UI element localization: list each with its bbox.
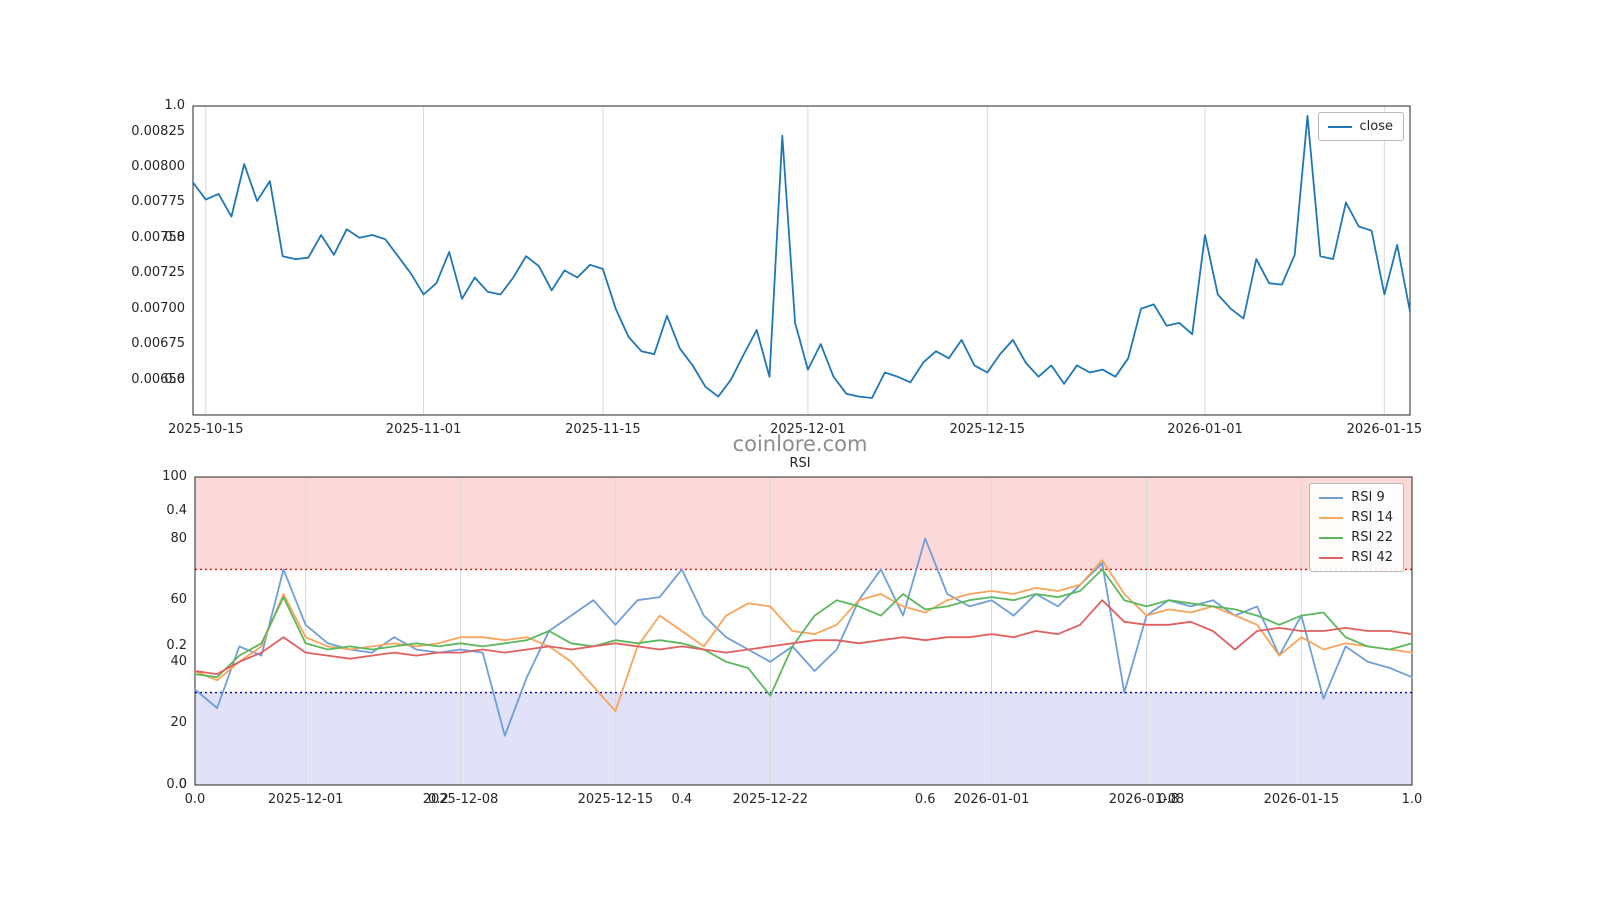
x-tick-label: 2025-11-01	[385, 422, 462, 437]
legend-entry: RSI 42	[1319, 550, 1393, 565]
x-tick-label: 2025-12-15	[577, 792, 654, 807]
overlay-x-tick-label: 0.8	[1158, 792, 1179, 807]
rsi-9-line	[194, 537, 1413, 737]
y-tick-label: 0.00725	[131, 265, 185, 281]
axes-frame	[192, 105, 1411, 416]
y-tick-label: 0.00700	[131, 300, 185, 316]
overlay-x-tick-label: 1.0	[1401, 792, 1423, 807]
x-tick-label: 2025-12-22	[732, 792, 809, 807]
rsi-subplot-title: RSI	[789, 456, 811, 471]
y-tick-label: 0.00775	[131, 194, 185, 210]
x-tick-label: 2025-12-01	[770, 422, 846, 437]
x-tick-label: 2026-01-08	[1108, 792, 1185, 807]
legend-entry: close	[1327, 119, 1393, 134]
x-tick-label: 2025-12-01	[267, 792, 344, 807]
x-tick-label: 2025-12-08	[422, 792, 499, 807]
legend-line-sample	[1327, 125, 1352, 128]
legend-line-sample	[1319, 536, 1344, 539]
overlay-y-tick-label: 0.6	[164, 371, 185, 387]
overlay-x-tick-label: 0.4	[671, 792, 693, 807]
y-tick-label: 60	[170, 592, 187, 608]
legend-line-sample	[1319, 516, 1344, 519]
x-tick-label: 2026-01-15	[1346, 422, 1423, 437]
y-tick-label: 0.00825	[131, 123, 185, 139]
legend-label: RSI 9	[1351, 490, 1385, 505]
y-tick-label: 100	[162, 469, 187, 484]
legend-label: close	[1359, 119, 1393, 134]
overbought-band	[195, 477, 1412, 570]
overlay-y-tick-label: 0.2	[166, 638, 187, 654]
legend-label: RSI 14	[1351, 510, 1393, 525]
y-tick-label: 0.00800	[131, 158, 185, 174]
legend-line-sample	[1319, 556, 1344, 559]
watermark: coinlore.com	[732, 432, 868, 456]
legend-entry: RSI 22	[1319, 530, 1393, 545]
axes-frame	[194, 476, 1413, 786]
x-tick-label: 2025-10-15	[168, 422, 244, 437]
overlay-x-tick-label: 0.6	[914, 792, 936, 807]
overlay-y-tick-label: 0.4	[166, 502, 187, 518]
y-tick-label: 20	[170, 715, 187, 731]
y-tick-label: 80	[170, 530, 187, 546]
y-tick-label: 0.00675	[131, 336, 185, 352]
legend-label: RSI 22	[1351, 530, 1393, 545]
x-tick-label: 2026-01-01	[953, 792, 1030, 807]
legend-entry: RSI 14	[1319, 510, 1393, 525]
overlay-y-tick-label: 0.8	[164, 229, 185, 245]
overlay-y-tick-label: 1.0	[164, 98, 185, 113]
y-tick-label: 40	[170, 653, 187, 669]
y-tick-label: 0.00650	[131, 371, 185, 387]
y-tick-label: 0.00750	[131, 229, 185, 245]
x-tick-label: 2025-11-15	[565, 422, 641, 437]
oversold-band	[195, 692, 1412, 785]
x-tick-label: 2025-12-15	[949, 422, 1026, 437]
rsi-42-line	[194, 599, 1413, 675]
overlay-x-tick-label: 0.0	[184, 792, 206, 807]
rsi-22-line	[194, 568, 1413, 697]
overlay-y-tick-label: 0.0	[166, 777, 187, 792]
legend: close	[1317, 112, 1404, 141]
y-tick-label: 0	[178, 777, 187, 792]
x-tick-label: 2026-01-01	[1167, 422, 1243, 437]
close-line	[192, 115, 1411, 399]
overlay-x-tick-label: 0.2	[428, 792, 449, 807]
x-tick-label: 2026-01-15	[1263, 792, 1340, 807]
legend: RSI 9 RSI 14 RSI 22 RSI 42	[1309, 483, 1404, 572]
legend-label: RSI 42	[1351, 550, 1393, 565]
legend-entry: RSI 9	[1319, 490, 1393, 505]
legend-line-sample	[1319, 496, 1344, 499]
rsi-14-line	[194, 559, 1413, 712]
